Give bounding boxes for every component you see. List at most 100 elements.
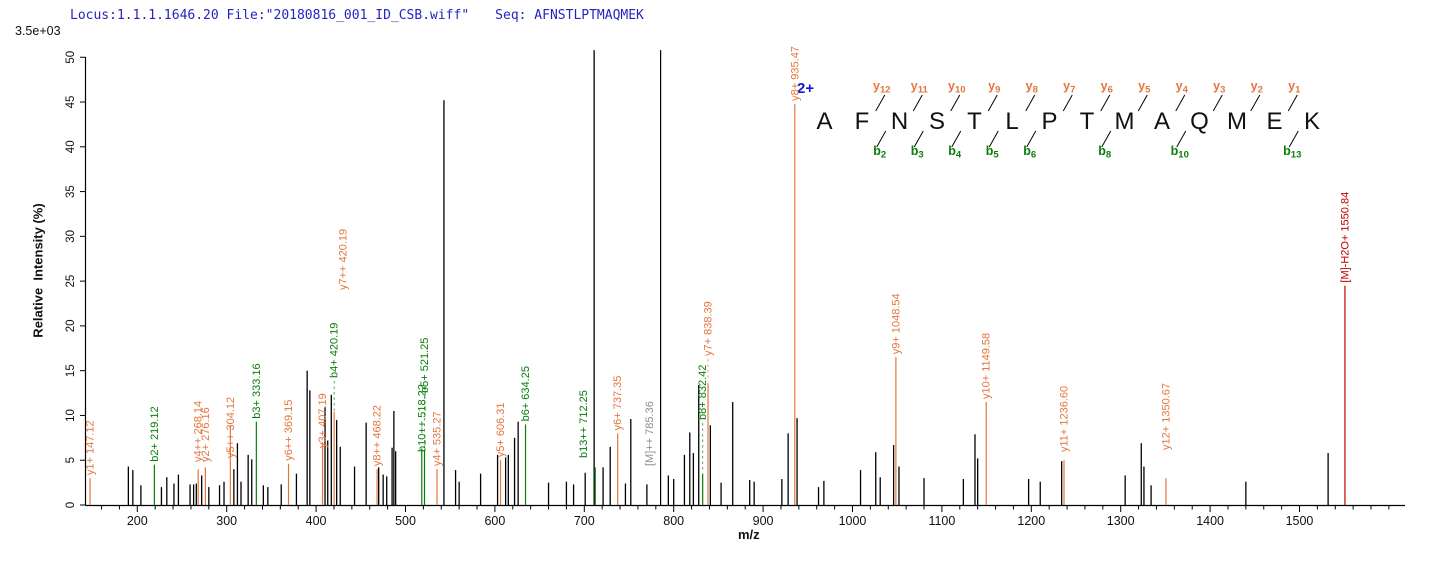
sequence-residue: Q [1190,108,1209,135]
peak-label: y11+ 1236.60 [1059,386,1071,452]
x-tick-label: 300 [216,514,237,528]
header-bar: Locus:1.1.1.1646.20 File:"20180816_001_I… [70,8,644,23]
y-fragment-slash [987,94,998,112]
b-fragment-slash [951,130,962,148]
peak-label: y2+ 276.16 [200,407,212,462]
y-fragment-slash [950,94,961,112]
sequence-residue: L [1005,108,1018,135]
peak-label: b8+ 832.42 [697,365,709,420]
y-fragment-slash [1137,94,1148,112]
b-fragment-slash [913,130,924,148]
y-ion-label: y6 [1101,79,1113,96]
y-fragment-slash [912,94,923,112]
y-fragment-slash [1287,94,1298,112]
header-sequence: Seq: AFNSTLPTMAQMEK [495,8,644,23]
x-tick-label: 400 [306,514,327,528]
peak-label: y3+ 407.19 [317,393,329,448]
peak-label: b10++ 518.22 [416,384,428,452]
peak-label: y6+ 737.35 [612,376,624,431]
peak-label: b13++ 712.25 [578,390,590,458]
peak-label: y8+ 935.47 [789,46,801,101]
b-fragment-slash [1101,130,1112,148]
sequence-residue: E [1266,108,1282,135]
x-tick-label: 1500 [1286,514,1314,528]
precursor-charge-label: 2+ [797,80,815,97]
x-tick-label: 200 [127,514,148,528]
b-fragment-slash [1176,130,1187,148]
y-fragment-slash [1100,94,1111,112]
y-ion-label: y2 [1251,79,1263,96]
header-locus-file: Locus:1.1.1.1646.20 File:"20180816_001_I… [70,8,470,23]
b-ion-label: b10 [1171,144,1189,161]
peak-label: b5+ 521.25 [419,338,431,393]
y-tick-label: 10 [65,409,77,422]
sequence-residue: F [855,108,870,135]
sequence-residue: T [1080,108,1095,135]
y-tick-label: 40 [65,140,77,153]
sequence-residue: A [816,108,832,135]
peak-label: b6+ 634.25 [520,366,532,421]
b-ion-label: b5 [986,144,1000,161]
peak-label: y4++ 268.14 [193,401,205,462]
y-tick-label: 45 [65,96,77,109]
y-ion-label: y12 [873,79,891,96]
x-tick-label: 1200 [1017,514,1045,528]
x-tick-label: 600 [484,514,505,528]
y-tick-label: 50 [65,51,77,64]
y-fragment-slash [875,94,886,112]
y-ion-label: y11 [911,79,929,96]
y-ion-label: y4 [1176,79,1189,96]
x-tick-label: 900 [753,514,774,528]
peak-label: y10+ 1149.58 [981,333,993,399]
peak-label: b2+ 219.12 [149,406,161,461]
y-fragment-slash [1212,94,1223,112]
y-fragment-slash [1062,94,1073,112]
peak-label: y6++ 369.15 [283,400,295,461]
y-tick-label: 30 [65,230,77,243]
peak-label: y5++ 304.12 [225,397,237,458]
x-axis-title: m/z [738,527,760,542]
peak-label: b4+ 420.19 [329,323,341,378]
b-fragment-slash [988,130,999,148]
sequence-residue: P [1041,108,1057,135]
b-fragment-slash [1026,130,1037,148]
sequence-residue: M [1115,108,1135,135]
y-tick-label: 35 [65,185,77,198]
b-fragment-slash [1288,130,1299,148]
peak-label: [M]++ 785.36 [644,401,656,466]
b-fragment-slash [876,130,887,148]
b-ion-label: b2 [873,144,886,161]
peak-label: y1+ 147.12 [85,420,97,475]
b-ion-label: b6 [1023,144,1036,161]
y-ion-label: y10 [948,79,966,96]
y-tick-label: 5 [65,457,77,463]
peak-label: y9+ 1048.54 [890,293,902,354]
x-tick-label: 1300 [1107,514,1135,528]
sequence-residue: M [1227,108,1247,135]
b-ion-label: b13 [1283,144,1301,161]
y-tick-label: 15 [65,364,77,377]
sequence-residue: K [1304,108,1320,135]
y-ion-label: y7 [1063,79,1075,96]
y-ion-label: y3 [1213,79,1225,96]
peak-label: y7++ 420.19 [338,229,350,290]
x-tick-label: 1100 [928,514,955,528]
y-ion-label: y8 [1026,79,1038,96]
peak-label: y12+ 1350.67 [1160,383,1172,450]
sequence-residue: A [1154,108,1170,135]
y-ion-label: y1 [1288,79,1301,96]
x-tick-label: 700 [574,514,595,528]
sequence-residue: N [891,108,908,135]
b-ion-label: b3 [911,144,924,161]
y-fragment-slash [1025,94,1036,112]
peak-label: y8++ 468.22 [372,405,384,466]
y-fragment-slash [1250,94,1261,112]
y-tick-label: 0 [65,502,77,508]
x-tick-label: 1000 [839,514,867,528]
y-ion-label: y9 [988,79,1000,96]
peak-label: y5+ 606.31 [495,402,507,457]
sequence-residue: T [967,108,982,135]
sequence-residue: S [929,108,945,135]
